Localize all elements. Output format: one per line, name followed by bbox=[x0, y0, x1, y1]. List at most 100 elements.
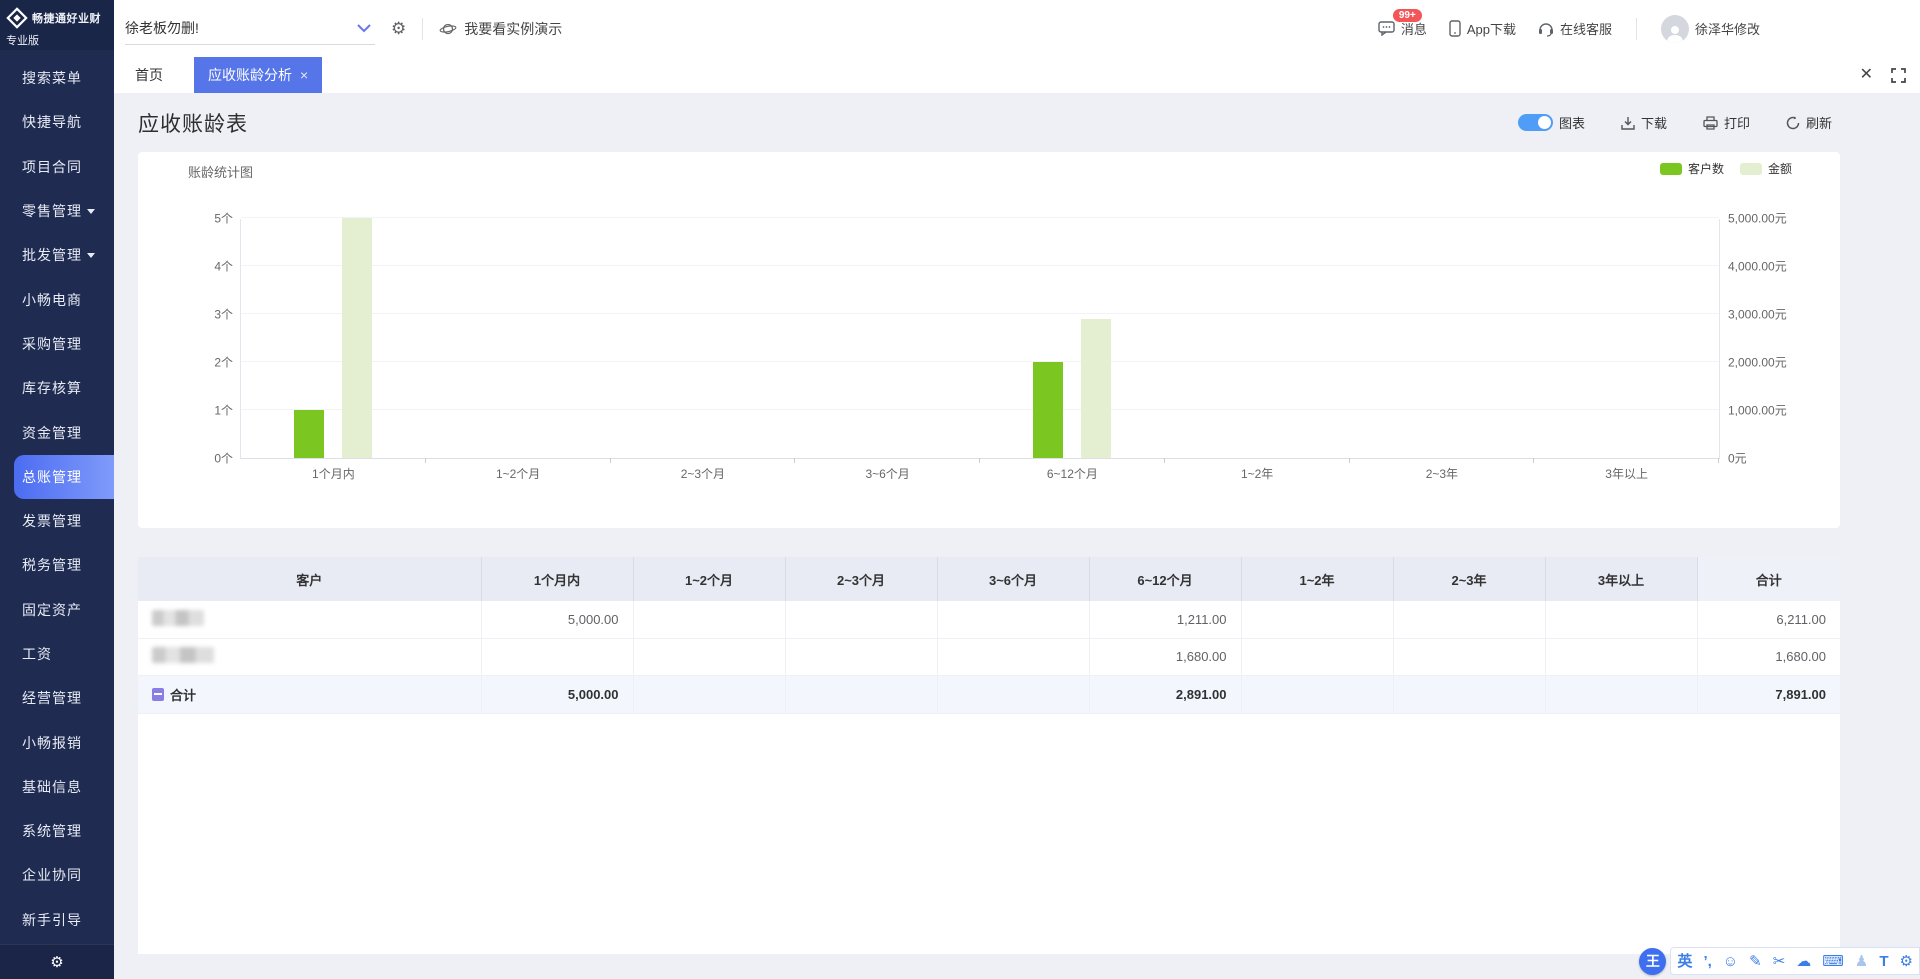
total-label-cell: 合计 bbox=[138, 675, 482, 714]
cloud-icon[interactable]: ☁ bbox=[1796, 952, 1812, 970]
app-download-button[interactable]: App下载 bbox=[1449, 19, 1516, 38]
demo-link-label: 我要看实例演示 bbox=[464, 20, 563, 37]
messages-badge: 99+ bbox=[1391, 8, 1423, 23]
sidebar-item-label: 采购管理 bbox=[22, 335, 82, 352]
fullscreen-icon[interactable] bbox=[1891, 67, 1906, 83]
legend-item[interactable]: 客户数 bbox=[1659, 160, 1724, 177]
lang-en-icon[interactable]: 英 bbox=[1677, 952, 1693, 970]
chevron-down-icon bbox=[357, 23, 371, 32]
tab-aging-analysis[interactable]: 应收账龄分析 × bbox=[194, 57, 323, 93]
x-axis-tick bbox=[1348, 458, 1350, 463]
chart-toggle[interactable]: 图表 bbox=[1517, 113, 1585, 132]
sidebar-item-1[interactable]: 搜索菜单 bbox=[0, 56, 114, 100]
sidebar-item-3[interactable]: 项目合同 bbox=[0, 145, 114, 189]
sidebar-item-13[interactable]: 固定资产 bbox=[0, 588, 114, 632]
table-header-cell: 1~2年 bbox=[1241, 557, 1394, 601]
sidebar-item-4[interactable]: 零售管理 bbox=[0, 189, 114, 233]
sidebar-item-16[interactable]: 小畅报销 bbox=[0, 720, 114, 764]
tab-home[interactable]: 首页 bbox=[114, 57, 184, 93]
messages-label: 消息 bbox=[1400, 22, 1427, 37]
bar-groups: 1个月内 1~2个月 2~3个月 3~6个月 6~12个月 1~2年 2~3年 3年以上 bbox=[241, 218, 1719, 481]
sidebar-item-15[interactable]: 经营管理 bbox=[0, 676, 114, 720]
sidebar-item-10[interactable]: 总账管理 bbox=[14, 454, 114, 499]
value-cell: 5,000.00 bbox=[481, 601, 634, 639]
x-axis-label: 2~3个月 bbox=[680, 467, 726, 481]
sidebar-item-label: 经营管理 bbox=[22, 690, 82, 707]
sidebar-item-14[interactable]: 工资 bbox=[0, 632, 114, 676]
ime-logo-icon[interactable]: 王 bbox=[1639, 947, 1667, 975]
y-axis-left-tick: 4个 bbox=[214, 259, 233, 274]
keyboard-icon[interactable]: ⌨ bbox=[1822, 952, 1844, 970]
gridline bbox=[241, 409, 1719, 410]
sidebar-item-20[interactable]: 新手引导 bbox=[0, 898, 114, 942]
download-icon bbox=[1621, 116, 1635, 130]
sidebar: 畅捷通好业财 专业版 搜索菜单 快捷导航 项目合同 零售管理 批发管理 小畅电商 采购管理库… bbox=[0, 0, 114, 979]
table-header-cell: 客户 bbox=[138, 557, 482, 601]
download-button[interactable]: 下载 bbox=[1621, 113, 1667, 132]
sidebar-item-5[interactable]: 批发管理 bbox=[0, 233, 114, 277]
toggle-switch[interactable] bbox=[1517, 114, 1553, 131]
sidebar-item-11[interactable]: 发票管理 bbox=[0, 499, 114, 543]
bar-客户数 bbox=[294, 410, 325, 458]
bar-group-1: 1个月内 bbox=[241, 218, 426, 481]
print-button[interactable]: 打印 bbox=[1703, 113, 1750, 132]
sidebar-item-18[interactable]: 系统管理 bbox=[0, 809, 114, 853]
chevron-down-icon bbox=[87, 208, 95, 214]
ime-tray: 英 ’, ☺ ✎ ✂ ☁ ⌨ ♟ T ⚙ bbox=[1670, 947, 1920, 975]
sidebar-item-12[interactable]: 税务管理 bbox=[0, 543, 114, 587]
y-axis-right-tick: 3,000.00元 bbox=[1728, 307, 1787, 322]
chart-legend: 客户数 金额 bbox=[1659, 160, 1792, 177]
value-cell: 6,211.00 bbox=[1697, 601, 1840, 639]
sidebar-item-19[interactable]: 企业协同 bbox=[0, 853, 114, 897]
pencil-icon[interactable]: ✎ bbox=[1749, 952, 1762, 970]
legend-swatch bbox=[1659, 162, 1682, 175]
emoji-icon[interactable]: ☺ bbox=[1722, 952, 1739, 970]
gridline bbox=[241, 217, 1719, 218]
legend-label: 客户数 bbox=[1687, 162, 1724, 176]
refresh-button[interactable]: 刷新 bbox=[1786, 113, 1832, 132]
account-selector[interactable]: 徐老板勿删! bbox=[125, 18, 375, 45]
gear-icon[interactable]: ⚙ bbox=[1899, 952, 1913, 970]
phone-icon bbox=[1449, 20, 1461, 37]
tab-close-icon[interactable]: × bbox=[300, 67, 309, 83]
value-cell bbox=[785, 638, 938, 676]
total-value-cell bbox=[633, 675, 786, 714]
sidebar-item-17[interactable]: 基础信息 bbox=[0, 765, 114, 809]
tabbar-controls: ✕ bbox=[1860, 57, 1920, 93]
table-row-2[interactable]: 1,680.00 1,680.00 bbox=[138, 638, 1840, 676]
divider bbox=[422, 17, 424, 40]
x-axis-label: 1~2个月 bbox=[495, 467, 541, 481]
chart-title: 账龄统计图 bbox=[188, 165, 254, 180]
sidebar-item-6[interactable]: 小畅电商 bbox=[0, 277, 114, 321]
settings-gear-icon[interactable]: ⚙ bbox=[391, 19, 407, 38]
value-cell: 1,680.00 bbox=[1697, 638, 1840, 676]
sidebar-item-label: 零售管理 bbox=[22, 203, 82, 220]
download-label: 下载 bbox=[1640, 116, 1667, 131]
punctuation-icon[interactable]: ’, bbox=[1703, 952, 1712, 970]
online-service-button[interactable]: 在线客服 bbox=[1538, 19, 1612, 38]
legend-item[interactable]: 金额 bbox=[1739, 160, 1792, 177]
table-row-1[interactable]: 5,000.00 1,211.00 6,211.00 bbox=[138, 601, 1840, 639]
person-icon[interactable]: ♟ bbox=[1854, 952, 1869, 970]
y-axis-right-tick: 5,000.00元 bbox=[1728, 211, 1787, 226]
scissors-icon[interactable]: ✂ bbox=[1772, 952, 1786, 970]
sidebar-gear-icon[interactable]: ⚙ bbox=[50, 954, 64, 971]
user-menu[interactable]: 徐泽华修改 bbox=[1660, 14, 1760, 43]
value-cell bbox=[481, 638, 634, 676]
close-all-icon[interactable]: ✕ bbox=[1859, 66, 1873, 83]
x-axis-tick bbox=[794, 458, 796, 463]
messages-button[interactable]: 消息 99+ bbox=[1378, 8, 1427, 38]
y-axis-right-tick: 4,000.00元 bbox=[1728, 259, 1787, 274]
user-name: 徐泽华修改 bbox=[1694, 22, 1760, 37]
sidebar-item-7[interactable]: 采购管理 bbox=[0, 322, 114, 366]
sidebar-item-label: 系统管理 bbox=[22, 823, 82, 840]
shirt-icon[interactable]: T bbox=[1879, 952, 1889, 970]
total-value-cell bbox=[937, 675, 1090, 714]
sidebar-item-9[interactable]: 资金管理 bbox=[0, 410, 114, 454]
sidebar-item-label: 固定资产 bbox=[22, 601, 82, 618]
sidebar-item-8[interactable]: 库存核算 bbox=[0, 366, 114, 410]
customer-cell bbox=[138, 638, 482, 676]
sidebar-item-2[interactable]: 快捷导航 bbox=[0, 100, 114, 144]
demo-link[interactable]: 我要看实例演示 bbox=[439, 19, 562, 39]
x-axis-label: 3年以上 bbox=[1605, 467, 1648, 481]
